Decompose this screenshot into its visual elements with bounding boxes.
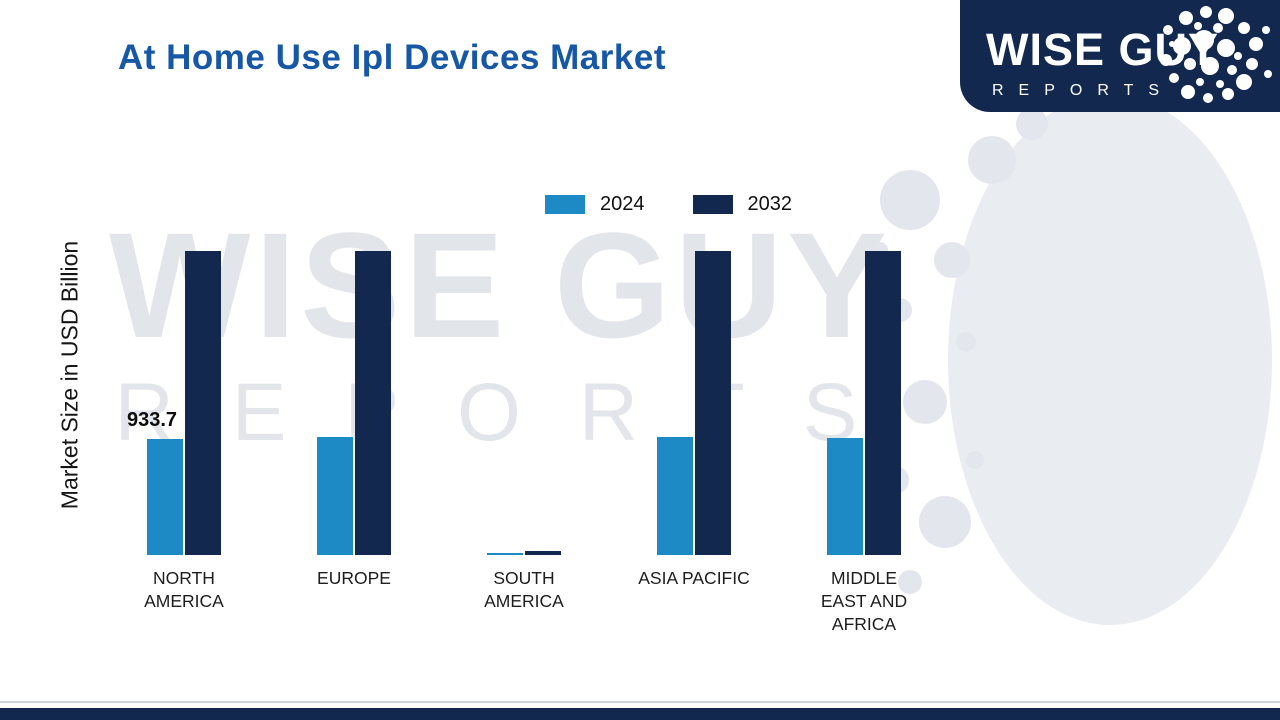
legend-item-2024: 2024 [545,193,645,216]
legend-swatch-2024 [545,195,585,214]
category-label-europe: EUROPE [317,568,391,588]
chart-legend: 2024 2032 [545,193,792,216]
logo-reports-text: REPORTS [992,82,1175,99]
plot-area: 933.7 NORTH AMERICA EUROPE SOUTH AMERICA ASI… [99,245,949,634]
bar-2032-south-america [525,551,561,555]
bar-value-label: 933.7 [127,409,178,432]
bar-2024-middle-east-and-africa [827,437,863,555]
y-axis-label: Market Size in USD Billion [56,240,83,510]
bar-2024-europe [317,437,353,555]
category-label-asia-pacific: ASIA PACIFIC [638,568,750,588]
category-label-south-america: SOUTH AMERICA [484,568,564,612]
chart-title: At Home Use Ipl Devices Market [118,38,666,77]
bar-2032-north-america [185,251,221,555]
bar-group-north-america: 933.7 NORTH AMERICA [99,245,269,611]
legend-label-2032: 2032 [747,193,793,215]
bar-2024-asia-pacific [657,437,693,555]
watermark-reports-text: REPORTS [114,367,916,458]
category-label-middle-east-and-africa: MIDDLE EAST AND AFRICA [820,568,908,635]
logo-face-dots-icon [1160,6,1272,103]
bar-group-middle-east-and-africa: MIDDLE EAST AND AFRICA [779,245,949,634]
wiseguy-logo: WISE GUY REPORTS [960,0,1280,112]
legend-swatch-2032 [692,195,733,214]
category-label-north-america: NORTH AMERICA [144,568,224,612]
bar-2032-middle-east-and-africa [865,251,901,555]
bar-2024-north-america [147,439,183,555]
legend-label-2024: 2024 [600,193,645,215]
bar-group-europe: EUROPE [269,245,439,588]
legend-item-2032: 2032 [692,193,793,216]
bar-2032-asia-pacific [695,251,731,555]
bar-2032-europe [355,251,391,555]
bar-group-south-america: SOUTH AMERICA [439,245,609,611]
bar-group-asia-pacific: ASIA PACIFIC [609,245,779,588]
footer-bar [0,708,1280,720]
watermark-wiseguy-text: WISE GUY [108,201,892,369]
footer-divider [0,701,1280,703]
bar-2024-south-america [487,552,523,555]
watermark: WISE GUY REPORTS [40,210,960,454]
